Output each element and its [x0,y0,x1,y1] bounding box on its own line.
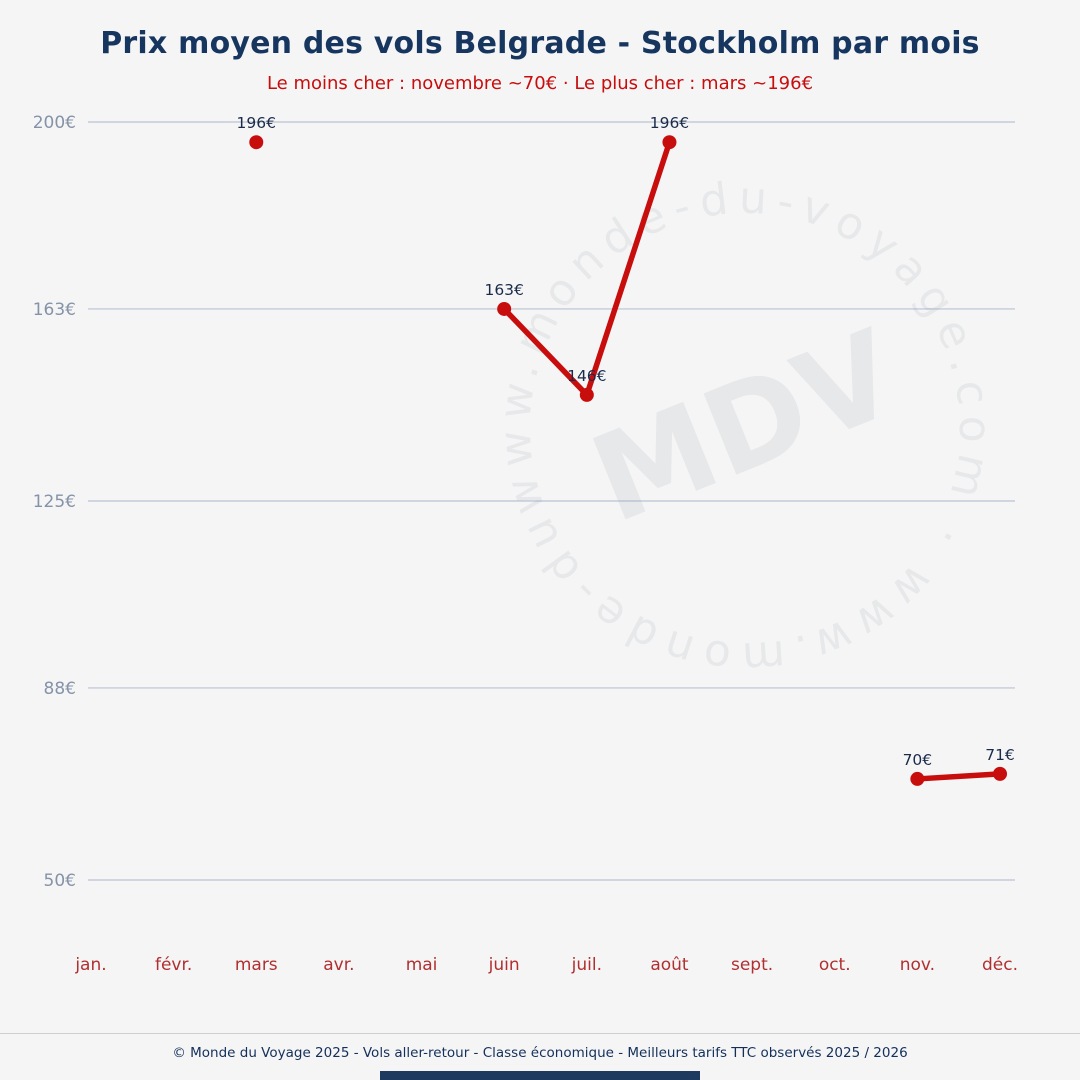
y-tick-label: 163€ [33,300,76,320]
x-tick-label: juil. [571,955,602,975]
page-title: Prix moyen des vols Belgrade - Stockholm… [100,26,980,61]
x-tick-label: sept. [731,955,773,975]
footer-accent-bar [380,1071,700,1080]
y-tick-label: 125€ [33,492,76,512]
watermark-ring-text: www.monde-du-voyage.com · www.monde-du-v… [0,0,1077,953]
chart-header: Prix moyen des vols Belgrade - Stockholm… [0,0,1080,94]
x-tick-label: févr. [155,955,192,975]
chart-footer: © Monde du Voyage 2025 - Vols aller-reto… [0,1033,1080,1080]
data-point-label: 70€ [903,751,933,769]
data-point-label: 71€ [985,746,1015,764]
x-tick-label: avr. [323,955,354,975]
data-point [497,301,512,316]
x-tick-label: jan. [74,955,106,975]
x-tick-label: août [650,955,689,975]
data-point [579,387,594,402]
chart-subtitle: Le moins cher : novembre ~70€ · Le plus … [266,73,814,94]
series-line [914,771,1003,782]
data-point-label: 146€ [567,367,606,385]
x-tick-label: oct. [819,955,851,975]
data-point [662,135,677,150]
data-point [910,771,925,786]
x-tick-label: juin [488,955,520,975]
data-point [249,135,264,150]
y-tick-label: 50€ [44,871,76,891]
footer-text: © Monde du Voyage 2025 - Vols aller-reto… [172,1045,908,1061]
x-tick-label: déc. [982,955,1018,975]
data-point [993,766,1007,781]
watermark-center-text: MDV [574,305,915,551]
data-point-label: 196€ [237,114,276,132]
data-point-label: 163€ [484,281,523,299]
y-tick-label: 200€ [33,113,76,133]
data-point-label: 196€ [650,114,689,132]
y-tick-label: 88€ [44,679,76,699]
x-tick-label: mars [235,955,278,975]
watermark: www.monde-du-voyage.com · www.monde-du-v… [0,0,1077,953]
x-tick-label: mai [406,955,438,975]
x-tick-label: nov. [900,955,935,975]
